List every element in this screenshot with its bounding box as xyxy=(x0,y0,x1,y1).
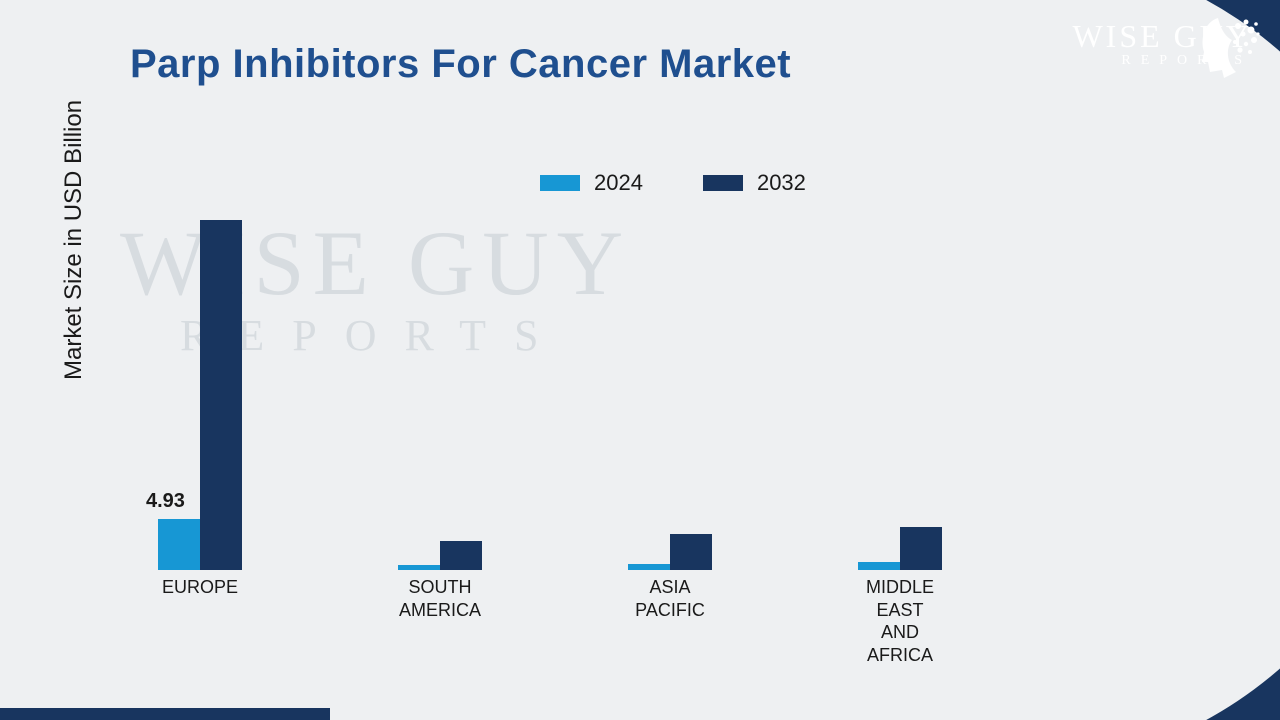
head-icon xyxy=(1196,12,1266,82)
stage: Parp Inhibitors For Cancer Market WISE G… xyxy=(0,0,1280,720)
bar-2032 xyxy=(900,527,942,570)
bar-2024 xyxy=(158,519,200,570)
x-axis-labels: EUROPESOUTH AMERICAASIA PACIFICMIDDLE EA… xyxy=(110,570,970,690)
bar-2032 xyxy=(200,220,242,570)
bar-pair xyxy=(158,220,242,570)
x-tick-label: SOUTH AMERICA xyxy=(350,576,530,621)
bar-pair xyxy=(628,534,712,570)
x-tick-label: ASIA PACIFIC xyxy=(580,576,760,621)
x-tick-label: EUROPE xyxy=(110,576,290,599)
legend: 2024 2032 xyxy=(540,170,806,196)
legend-item-2024: 2024 xyxy=(540,170,643,196)
bar-2024 xyxy=(858,562,900,570)
chart-plot: 4.93 xyxy=(110,210,970,570)
legend-label-2032: 2032 xyxy=(757,170,806,196)
bar-pair xyxy=(398,541,482,570)
legend-label-2024: 2024 xyxy=(594,170,643,196)
bar-2032 xyxy=(670,534,712,570)
brand-logo: WISE GUY REPORTS xyxy=(1072,18,1252,69)
legend-swatch-2032 xyxy=(703,175,743,191)
x-tick-label: MIDDLE EAST AND AFRICA xyxy=(810,576,990,666)
legend-swatch-2024 xyxy=(540,175,580,191)
y-axis-label: Market Size in USD Billion xyxy=(60,100,88,380)
bottom-strip xyxy=(0,708,330,720)
legend-item-2032: 2032 xyxy=(703,170,806,196)
bar-2032 xyxy=(440,541,482,570)
bar-pair xyxy=(858,527,942,570)
page-title: Parp Inhibitors For Cancer Market xyxy=(130,42,791,87)
